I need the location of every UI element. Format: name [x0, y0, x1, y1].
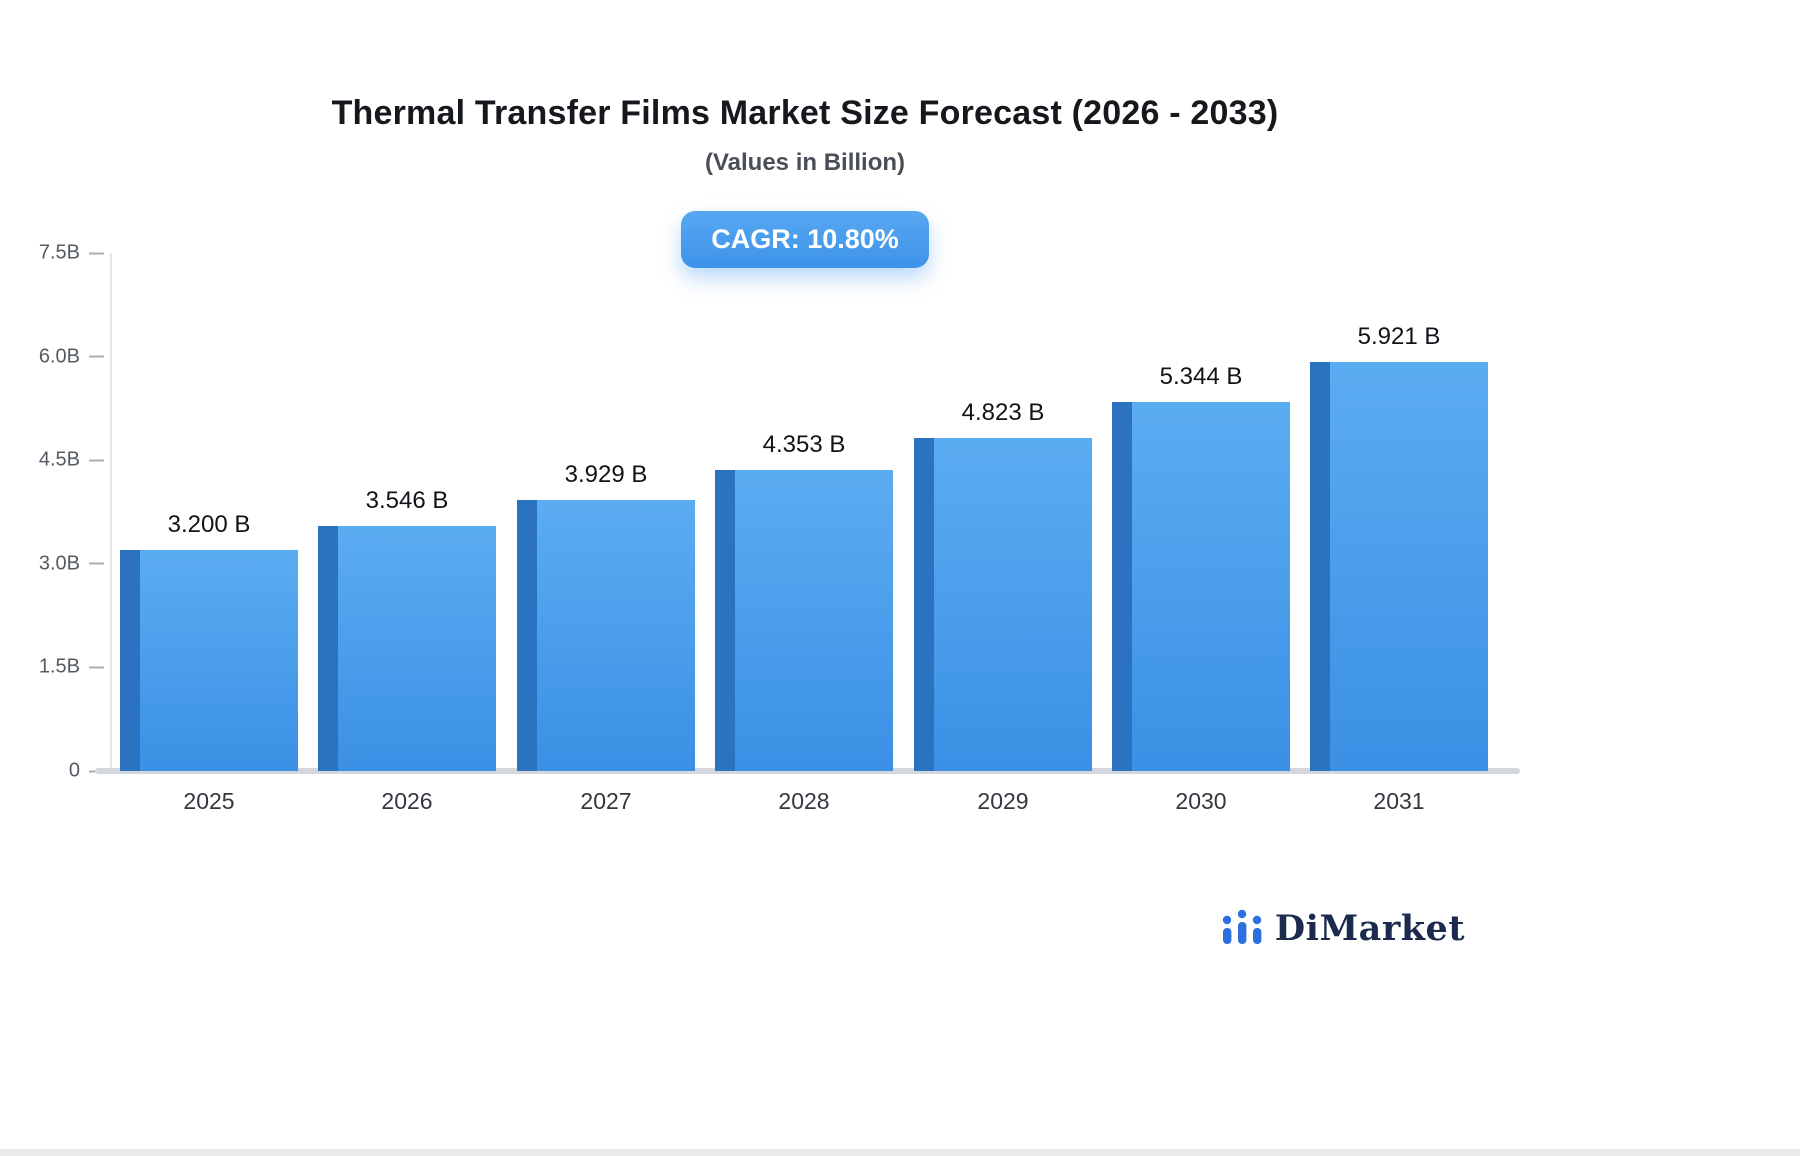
- bar-2026[interactable]: 3.546 B: [318, 487, 496, 771]
- bar-2031[interactable]: 5.921 B: [1310, 323, 1488, 771]
- y-tick-mark: [89, 459, 104, 462]
- bar-value-label: 3.929 B: [564, 461, 648, 488]
- y-tick-mark: [89, 562, 104, 565]
- x-axis-label-2031: 2031: [1373, 788, 1425, 814]
- y-tick-7.5B: 7.5B: [39, 242, 104, 265]
- y-tick-3.0B: 3.0B: [39, 552, 104, 575]
- y-tick-6.0B: 6.0B: [39, 345, 104, 368]
- x-axis-label-2029: 2029: [977, 788, 1029, 814]
- chart-subtitle: (Values in Billion): [704, 149, 906, 176]
- bar-value-label: 4.823 B: [961, 399, 1045, 426]
- bar-2025[interactable]: 3.200 B: [120, 511, 298, 771]
- cagr-badge: CAGR: 10.80%: [681, 211, 929, 268]
- x-axis-label-2025: 2025: [183, 788, 235, 814]
- bar-value-label: 3.546 B: [365, 487, 449, 514]
- three-bars-with-dots-icon: [1219, 903, 1265, 954]
- bar-value-label: 5.921 B: [1357, 323, 1441, 350]
- y-tick-mark: [89, 666, 104, 669]
- x-axis-label-2027: 2027: [580, 788, 632, 814]
- x-axis-baseline: [95, 768, 1520, 774]
- y-tick-label: 4.5B: [38, 448, 80, 471]
- y-tick-mark: [89, 355, 104, 358]
- plot-area: 3.200 B 2025 3.546 B 2026 3.929 B 2027 4.353 B…: [95, 253, 1520, 814]
- chart-header: Thermal Transfer Films Market Size Forec…: [0, 0, 1610, 268]
- dimarket-logo: DiMarket: [1219, 903, 1465, 954]
- y-tick-label: 1.5B: [38, 655, 80, 678]
- y-tick-label: 7.5B: [38, 241, 80, 264]
- bar-2028[interactable]: 4.353 B: [715, 431, 893, 771]
- bar-value-label: 5.344 B: [1159, 363, 1243, 390]
- y-tick-label: 6.0B: [38, 345, 80, 368]
- x-axis-label-2028: 2028: [778, 788, 830, 814]
- y-tick-1.5B: 1.5B: [39, 656, 104, 679]
- bottom-edge-strip: [0, 1149, 1800, 1156]
- bar-2027[interactable]: 3.929 B: [517, 461, 695, 771]
- y-axis: 0 1.5B 3.0B 4.5B 6.0B 7.5B: [0, 242, 104, 782]
- logo-text: DiMarket: [1274, 908, 1465, 949]
- x-axis-label-2026: 2026: [381, 788, 433, 814]
- bar-2030[interactable]: 5.344 B: [1112, 363, 1290, 771]
- y-tick-label: 0: [68, 759, 80, 782]
- y-tick-label: 3.0B: [38, 552, 80, 575]
- bar-value-label: 3.200 B: [167, 511, 251, 538]
- x-axis-label-2030: 2030: [1175, 788, 1227, 814]
- chart-title: Thermal Transfer Films Market Size Forec…: [331, 94, 1279, 132]
- bar-value-label: 4.353 B: [762, 431, 846, 458]
- y-tick-4.5B: 4.5B: [39, 449, 104, 472]
- y-axis-line: [110, 253, 112, 771]
- y-tick-mark: [89, 252, 104, 254]
- bar-2029[interactable]: 4.823 B: [914, 399, 1092, 771]
